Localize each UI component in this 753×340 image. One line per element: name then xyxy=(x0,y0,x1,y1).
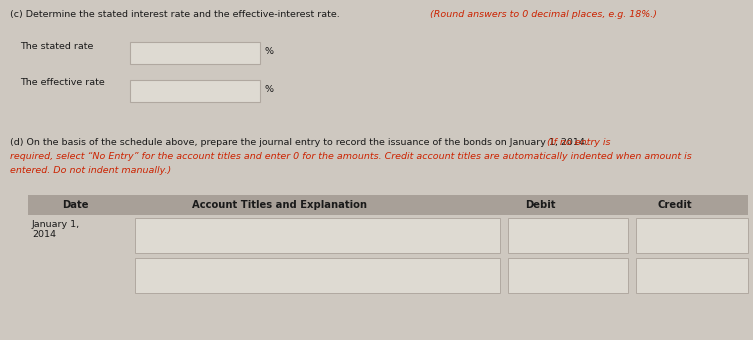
FancyBboxPatch shape xyxy=(28,195,748,215)
FancyBboxPatch shape xyxy=(130,42,260,64)
Text: required, select “No Entry” for the account titles and enter 0 for the amounts. : required, select “No Entry” for the acco… xyxy=(10,152,692,161)
FancyBboxPatch shape xyxy=(135,218,500,253)
Text: Debit: Debit xyxy=(525,200,555,210)
Text: Account Titles and Explanation: Account Titles and Explanation xyxy=(193,200,367,210)
Text: (c) Determine the stated interest rate and the effective-interest rate.: (c) Determine the stated interest rate a… xyxy=(10,10,340,19)
FancyBboxPatch shape xyxy=(130,80,260,102)
Text: %: % xyxy=(265,85,274,95)
Text: The stated rate: The stated rate xyxy=(20,42,93,51)
FancyBboxPatch shape xyxy=(636,258,748,293)
FancyBboxPatch shape xyxy=(135,258,500,293)
Text: January 1,
2014: January 1, 2014 xyxy=(32,220,80,239)
Text: entered. Do not indent manually.): entered. Do not indent manually.) xyxy=(10,166,171,175)
Text: (Round answers to 0 decimal places, e.g. 18%.): (Round answers to 0 decimal places, e.g.… xyxy=(430,10,657,19)
FancyBboxPatch shape xyxy=(508,258,628,293)
Text: (d) On the basis of the schedule above, prepare the journal entry to record the : (d) On the basis of the schedule above, … xyxy=(10,138,588,147)
Text: Date: Date xyxy=(62,200,88,210)
Text: %: % xyxy=(265,48,274,56)
Text: The effective rate: The effective rate xyxy=(20,78,105,87)
FancyBboxPatch shape xyxy=(508,218,628,253)
Text: Credit: Credit xyxy=(657,200,692,210)
Text: (If no entry is: (If no entry is xyxy=(547,138,611,147)
FancyBboxPatch shape xyxy=(636,218,748,253)
